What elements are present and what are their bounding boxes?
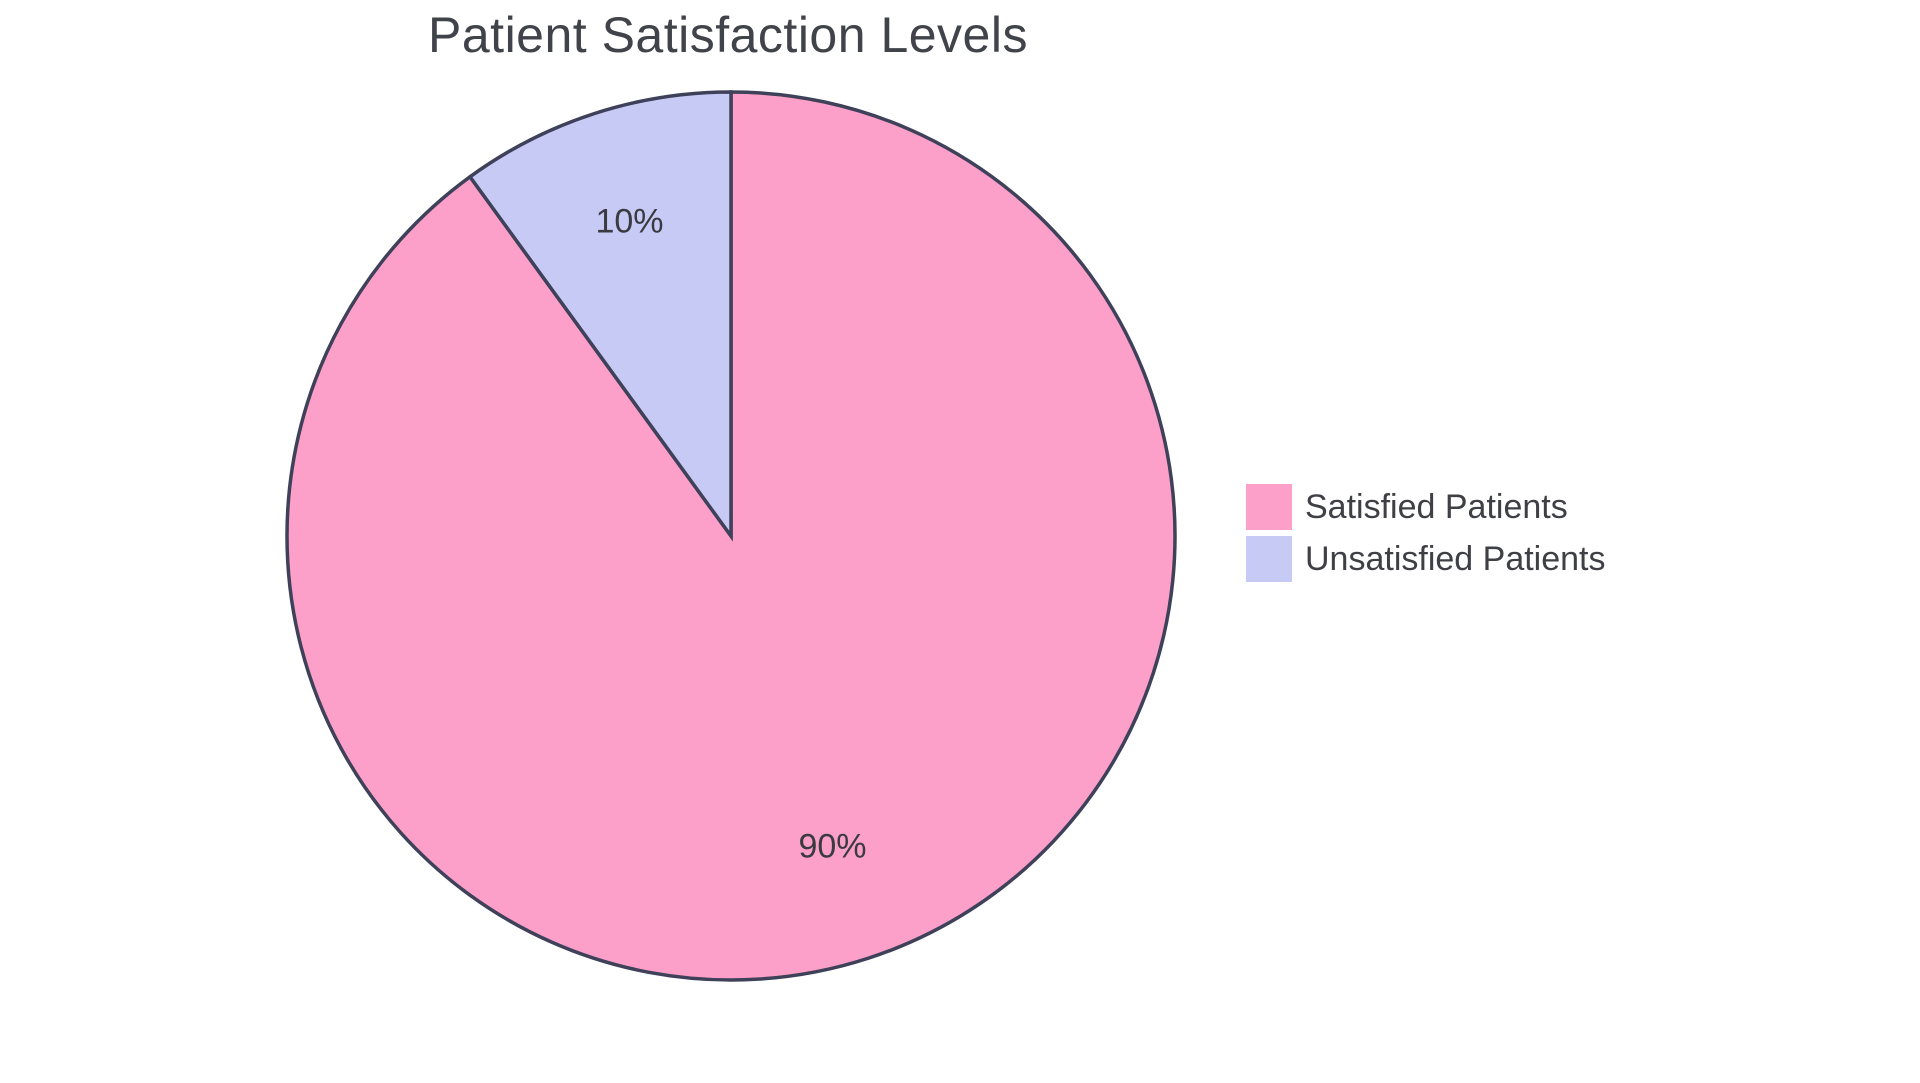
pie-slice-unsatisfied-patients	[467, 90, 733, 542]
legend-item-unsatisfied-patients: Unsatisfied Patients	[1246, 536, 1606, 582]
legend-item-satisfied-patients: Satisfied Patients	[1246, 484, 1606, 530]
legend-swatch-icon	[1246, 484, 1292, 530]
legend-swatch-icon	[1246, 536, 1292, 582]
chart-title: Patient Satisfaction Levels	[428, 7, 1028, 63]
pie-slice-satisfied-patients	[285, 90, 1177, 982]
slice-percto-label-unsatisfied-patients: 10%	[595, 202, 663, 240]
slice-percto-label-satisfied-patients: 90%	[798, 827, 866, 865]
legend: Satisfied Patients Unsatisfied Patients	[1246, 484, 1606, 588]
legend-label: Satisfied Patients	[1305, 487, 1568, 526]
legend-label: Unsatisfied Patients	[1305, 539, 1606, 578]
